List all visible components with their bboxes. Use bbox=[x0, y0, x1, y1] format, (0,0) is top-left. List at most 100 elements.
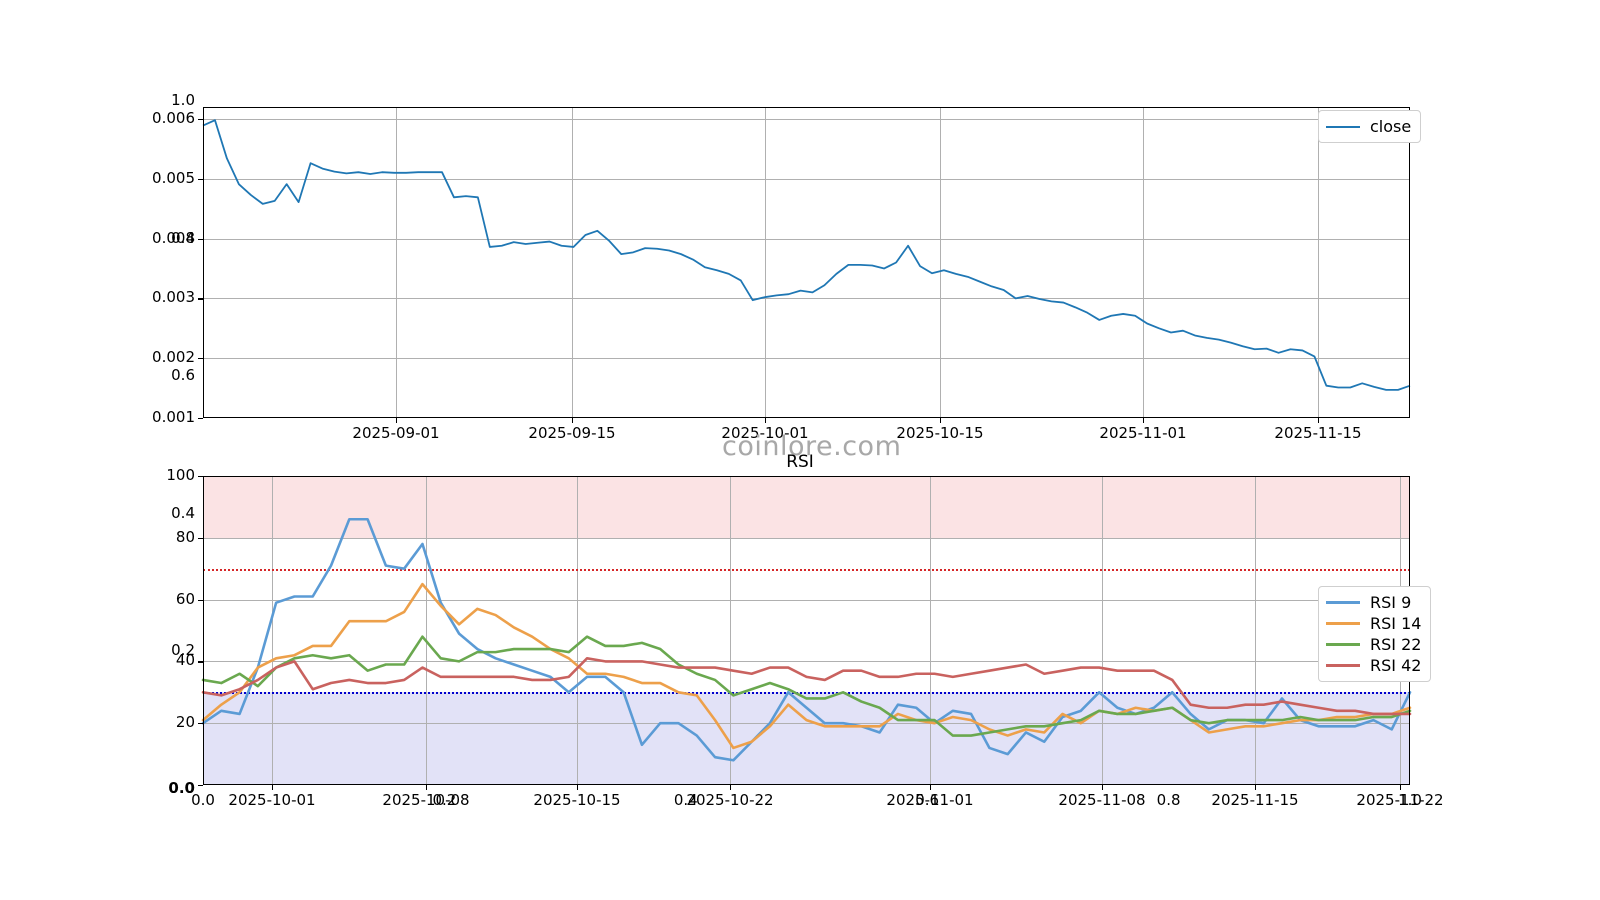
price-gridline-v bbox=[940, 107, 941, 418]
price-gridline-h bbox=[203, 178, 1410, 180]
rsi-line-rsi-22 bbox=[201, 635, 1412, 737]
rsi-legend-item[interactable]: RSI 14 bbox=[1326, 613, 1421, 634]
rsi-overbought-line bbox=[203, 568, 1410, 571]
price-x-tickmark bbox=[1143, 418, 1145, 423]
rsi-legend-item[interactable]: RSI 42 bbox=[1326, 655, 1421, 676]
price-gridline-v bbox=[396, 107, 397, 418]
price-y-tickmark bbox=[198, 238, 203, 240]
rsi-x-tick: 2025-10-01 bbox=[228, 791, 316, 809]
rsi-y-tick: 80 bbox=[175, 527, 195, 546]
price-gridline-v bbox=[1143, 107, 1144, 418]
rsi-legend-label: RSI 42 bbox=[1370, 655, 1422, 675]
rsi-y-tick: 60 bbox=[175, 589, 195, 608]
rsi-ghost-x-tick: 0.6 bbox=[915, 791, 940, 809]
rsi-y-tick: 40 bbox=[175, 651, 195, 670]
price-x-tick: 2025-10-15 bbox=[896, 424, 984, 442]
rsi-gridline-h bbox=[203, 723, 1410, 725]
price-legend-label: close bbox=[1370, 116, 1412, 136]
rsi-axis-left bbox=[203, 476, 205, 785]
price-ghost-y-tick: 1.0 bbox=[171, 91, 195, 109]
rsi-y-tick: 20 bbox=[175, 713, 195, 732]
price-y-tick: 0.002 bbox=[152, 348, 195, 367]
rsi-legend-item[interactable]: RSI 22 bbox=[1326, 634, 1421, 655]
rsi-x-tick: 2025-10-15 bbox=[533, 791, 621, 809]
price-x-tick: 2025-11-15 bbox=[1274, 424, 1362, 442]
rsi-x-tick: 2025-11-08 bbox=[1058, 791, 1146, 809]
price-ghost-y-tick: 0.6 bbox=[171, 366, 195, 385]
price-x-tickmark bbox=[572, 418, 574, 423]
price-line-close bbox=[202, 119, 1411, 391]
rsi-y-tick: 100 bbox=[166, 466, 195, 484]
price-x-tickmark bbox=[396, 418, 398, 423]
price-y-tick: 0.004 bbox=[152, 228, 195, 247]
price-y-tick: 0.003 bbox=[152, 288, 195, 307]
price-gridline-v bbox=[765, 107, 766, 418]
legend-swatch-icon bbox=[1326, 643, 1360, 646]
rsi-ghost-y-tick: 0.2 bbox=[171, 641, 195, 660]
rsi-line-rsi-14 bbox=[201, 582, 1412, 750]
rsi-x-tick: 2025-11-15 bbox=[1211, 791, 1299, 809]
rsi-y-tickmark bbox=[198, 476, 203, 478]
rsi-x-tick: 2025-11-22 bbox=[1356, 791, 1444, 809]
rsi-legend[interactable]: RSI 9 RSI 14 RSI 22 RSI 42 bbox=[1318, 586, 1432, 682]
price-x-tick: 2025-11-01 bbox=[1099, 424, 1187, 442]
price-gridline-h bbox=[203, 298, 1410, 300]
price-x-tickmark bbox=[940, 418, 942, 423]
rsi-gridline-h bbox=[203, 599, 1410, 601]
rsi-gridline-v bbox=[1102, 476, 1103, 785]
rsi-x-tick: 2025-10-22 bbox=[686, 791, 774, 809]
rsi-x-tickmark bbox=[730, 785, 732, 790]
rsi-x-tickmark bbox=[1400, 785, 1402, 790]
price-axis-top bbox=[203, 107, 1410, 109]
rsi-y-tickmark bbox=[198, 661, 203, 663]
price-gridline-h bbox=[203, 238, 1410, 240]
price-axis-bottom bbox=[203, 417, 1410, 419]
rsi-gridline-h bbox=[203, 537, 1410, 539]
rsi-axis-bottom bbox=[203, 784, 1410, 786]
rsi-ghost-x-tick: 0.8 bbox=[1156, 791, 1181, 809]
price-chart-panel bbox=[202, 107, 1411, 418]
rsi-gridline-v bbox=[577, 476, 578, 785]
price-series-svg bbox=[202, 119, 1411, 391]
price-x-tick: 2025-09-15 bbox=[528, 424, 616, 442]
price-x-tick: 2025-09-01 bbox=[352, 424, 440, 442]
rsi-chart-panel bbox=[201, 476, 1412, 785]
rsi-x-tickmark bbox=[426, 785, 428, 790]
rsi-gridline-v bbox=[426, 476, 427, 785]
price-x-tickmark bbox=[1318, 418, 1320, 423]
rsi-x-tickmark bbox=[1255, 785, 1257, 790]
rsi-overbought-band bbox=[203, 476, 1410, 538]
rsi-gridline-v bbox=[272, 476, 273, 785]
rsi-ghost-x-tick: 0.4 bbox=[673, 791, 698, 809]
price-x-tickmark bbox=[765, 418, 767, 423]
price-legend[interactable]: close bbox=[1318, 110, 1422, 143]
rsi-legend-item[interactable]: RSI 9 bbox=[1326, 592, 1421, 613]
rsi-gridline-v bbox=[730, 476, 731, 785]
rsi-ghost-x-tick: 1.0 bbox=[1398, 791, 1422, 809]
price-y-tickmark bbox=[198, 298, 203, 300]
rsi-y-tickmark bbox=[198, 537, 203, 539]
price-axis-right bbox=[1409, 107, 1411, 418]
rsi-line-rsi-42 bbox=[201, 657, 1412, 716]
watermark: coinlore.com bbox=[722, 431, 902, 462]
price-axis-left bbox=[203, 107, 205, 418]
rsi-legend-label: RSI 9 bbox=[1370, 592, 1412, 612]
rsi-oversold-line bbox=[203, 692, 1410, 695]
rsi-legend-label: RSI 14 bbox=[1370, 613, 1422, 633]
price-y-tickmark bbox=[198, 178, 203, 180]
price-y-tickmark bbox=[198, 358, 203, 360]
price-ghost-y-tick: 0.8 bbox=[171, 228, 195, 247]
price-gridline-v bbox=[572, 107, 573, 418]
rsi-series-svg bbox=[201, 517, 1412, 762]
price-gridline-v bbox=[1318, 107, 1319, 418]
rsi-y-tickmark bbox=[198, 785, 203, 787]
price-gridline-h bbox=[203, 358, 1410, 360]
price-legend-item[interactable]: close bbox=[1326, 116, 1411, 137]
rsi-x-tick: 2025-11-01 bbox=[886, 791, 974, 809]
rsi-gridline-v bbox=[930, 476, 931, 785]
rsi-line-rsi-9 bbox=[201, 517, 1412, 762]
rsi-gridline-v bbox=[1255, 476, 1256, 785]
rsi-ghost-y-zero: 0.0 bbox=[168, 779, 195, 797]
rsi-legend-label: RSI 22 bbox=[1370, 634, 1422, 654]
rsi-y-tickmark bbox=[198, 599, 203, 601]
